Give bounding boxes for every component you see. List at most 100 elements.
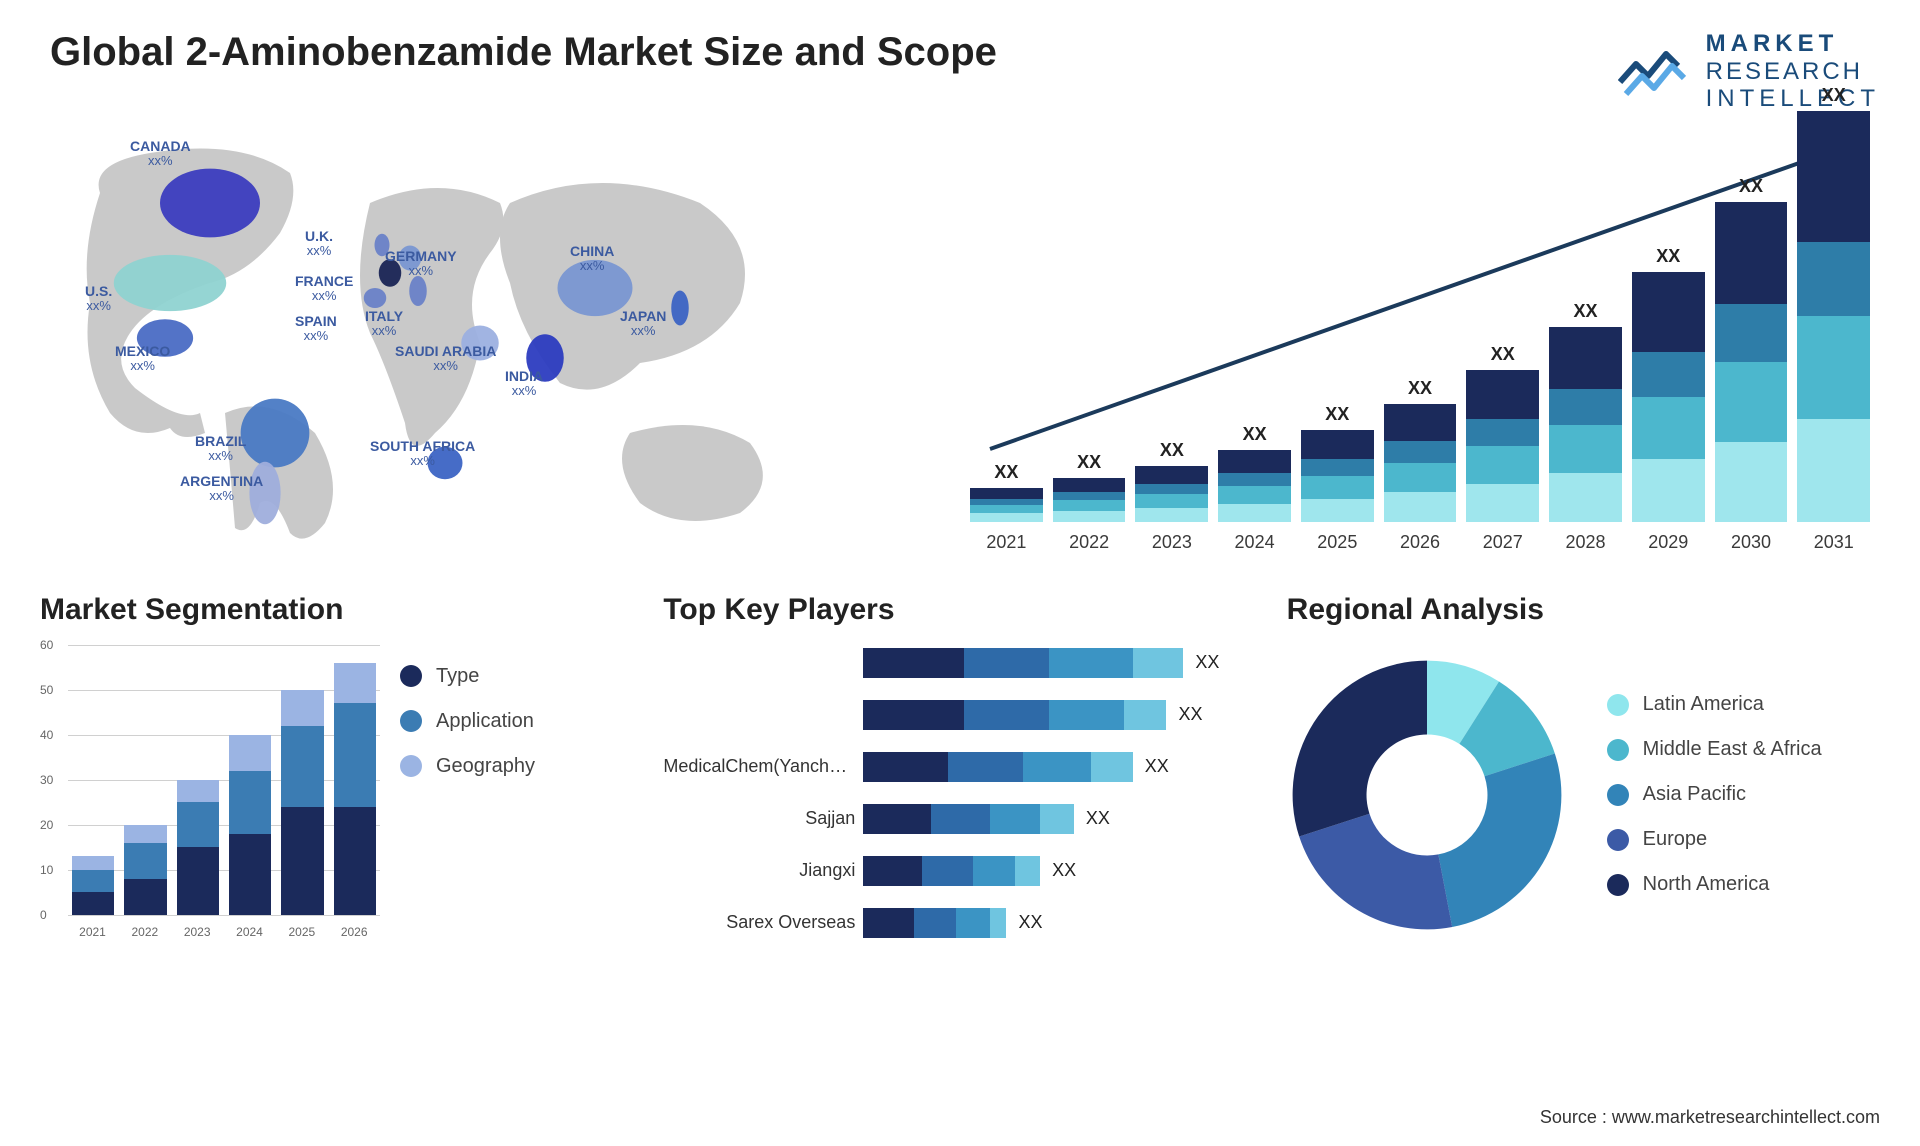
growth-year-label: 2028 xyxy=(1565,532,1605,553)
legend-label: Asia Pacific xyxy=(1643,783,1746,806)
growth-value-label: XX xyxy=(1822,85,1846,106)
growth-value-label: XX xyxy=(1574,301,1598,322)
seg-x-tick: 2025 xyxy=(289,925,316,939)
legend-label: Geography xyxy=(436,755,535,778)
logo-text-1: MARKET xyxy=(1706,30,1880,58)
player-row: XX xyxy=(663,645,1236,681)
legend-item: Latin America xyxy=(1607,693,1822,716)
top-row: CANADAxx% U.S.xx% MEXICOxx% BRAZILxx% ARGENT… xyxy=(40,133,1880,553)
player-bar xyxy=(863,752,1132,782)
page-title: Global 2-Aminobenzamide Market Size and … xyxy=(40,30,997,75)
seg-y-tick: 20 xyxy=(40,818,53,832)
growth-value-label: XX xyxy=(1325,404,1349,425)
growth-value-label: XX xyxy=(1160,440,1184,461)
player-row: Sajjan XX xyxy=(663,801,1236,837)
seg-x-tick: 2023 xyxy=(184,925,211,939)
player-bar xyxy=(863,804,1074,834)
growth-value-label: XX xyxy=(1739,176,1763,197)
legend-swatch-icon xyxy=(1607,739,1629,761)
seg-y-tick: 50 xyxy=(40,683,53,697)
player-bar xyxy=(863,908,1006,938)
country-label: ARGENTINAxx% xyxy=(180,473,263,504)
growth-year-label: 2026 xyxy=(1400,532,1440,553)
growth-column: XX 2026 xyxy=(1384,378,1457,553)
legend-item: Europe xyxy=(1607,828,1822,851)
country-label: ITALYxx% xyxy=(365,308,403,339)
growth-value-label: XX xyxy=(1408,378,1432,399)
country-label: MEXICOxx% xyxy=(115,343,170,374)
segmentation-section: Market Segmentation 01020304050602021202… xyxy=(40,593,633,973)
growth-year-label: 2027 xyxy=(1483,532,1523,553)
seg-y-tick: 0 xyxy=(40,908,47,922)
legend-item: Type xyxy=(400,665,633,688)
player-value-label: XX xyxy=(1145,756,1169,777)
growth-value-label: XX xyxy=(994,462,1018,483)
legend-swatch-icon xyxy=(1607,784,1629,806)
player-label: Sajjan xyxy=(663,808,863,829)
legend-swatch-icon xyxy=(400,755,422,777)
growth-year-label: 2021 xyxy=(986,532,1026,553)
growth-column: XX2022 xyxy=(1053,452,1126,553)
growth-column: XX 2029 xyxy=(1632,246,1705,553)
player-value-label: XX xyxy=(1086,808,1110,829)
country-label: GERMANYxx% xyxy=(385,248,457,279)
seg-column xyxy=(229,645,271,915)
regional-legend: Latin America Middle East & Africa Asia Pa… xyxy=(1607,693,1822,896)
growth-year-label: 2029 xyxy=(1648,532,1688,553)
country-label: U.K.xx% xyxy=(305,228,333,259)
growth-year-label: 2022 xyxy=(1069,532,1109,553)
seg-column xyxy=(281,645,323,915)
legend-label: North America xyxy=(1643,873,1770,896)
growth-column: XX2027 xyxy=(1466,344,1539,553)
legend-item: Middle East & Africa xyxy=(1607,738,1822,761)
legend-swatch-icon xyxy=(1607,694,1629,716)
country-label: U.S.xx% xyxy=(85,283,112,314)
seg-y-tick: 10 xyxy=(40,863,53,877)
regional-title: Regional Analysis xyxy=(1287,593,1880,627)
country-label: BRAZILxx% xyxy=(195,433,246,464)
player-row: MedicalChem(Yancheng)Manuf XX xyxy=(663,749,1236,785)
growth-chart: XX2021XX2022XX2023XX2024XX2025XX2026XX20… xyxy=(960,133,1880,553)
players-section: Top Key Players XXXXMedicalChem(Yancheng… xyxy=(663,593,1256,973)
segmentation-title: Market Segmentation xyxy=(40,593,633,627)
legend-item: Asia Pacific xyxy=(1607,783,1822,806)
legend-label: Type xyxy=(436,665,479,688)
segmentation-legend: Type Application Geography xyxy=(400,645,633,945)
seg-column xyxy=(72,645,114,915)
growth-column: XX 2028 xyxy=(1549,301,1622,553)
country-label: FRANCExx% xyxy=(295,273,353,304)
seg-column xyxy=(124,645,166,915)
player-label: MedicalChem(Yancheng)Manuf xyxy=(663,756,863,777)
seg-x-tick: 2022 xyxy=(132,925,159,939)
player-bar xyxy=(863,700,1166,730)
player-bar xyxy=(863,856,1040,886)
country-label: SAUDI ARABIAxx% xyxy=(395,343,496,374)
legend-item: Application xyxy=(400,710,633,733)
seg-y-tick: 40 xyxy=(40,728,53,742)
legend-swatch-icon xyxy=(1607,874,1629,896)
player-value-label: XX xyxy=(1018,912,1042,933)
country-label: CHINAxx% xyxy=(570,243,614,274)
logo-text-2: RESEARCH xyxy=(1706,58,1880,86)
growth-year-label: 2024 xyxy=(1235,532,1275,553)
legend-swatch-icon xyxy=(400,710,422,732)
legend-swatch-icon xyxy=(1607,829,1629,851)
bottom-row: Market Segmentation 01020304050602021202… xyxy=(40,593,1880,973)
donut-slice xyxy=(1438,753,1561,927)
regional-section: Regional Analysis Latin America Middle Ea… xyxy=(1287,593,1880,973)
legend-label: Europe xyxy=(1643,828,1708,851)
player-value-label: XX xyxy=(1178,704,1202,725)
donut-slice xyxy=(1299,813,1452,929)
seg-column xyxy=(177,645,219,915)
country-label: CANADAxx% xyxy=(130,138,191,169)
legend-item: North America xyxy=(1607,873,1822,896)
players-chart: XX XX MedicalChem(Yancheng)Manuf XX Sajjan XX… xyxy=(663,645,1256,941)
legend-swatch-icon xyxy=(400,665,422,687)
country-label: INDIAxx% xyxy=(505,368,543,399)
player-label: Sarex Overseas xyxy=(663,912,863,933)
player-value-label: XX xyxy=(1052,860,1076,881)
growth-value-label: XX xyxy=(1243,424,1267,445)
legend-item: Geography xyxy=(400,755,633,778)
growth-value-label: XX xyxy=(1656,246,1680,267)
legend-label: Application xyxy=(436,710,534,733)
